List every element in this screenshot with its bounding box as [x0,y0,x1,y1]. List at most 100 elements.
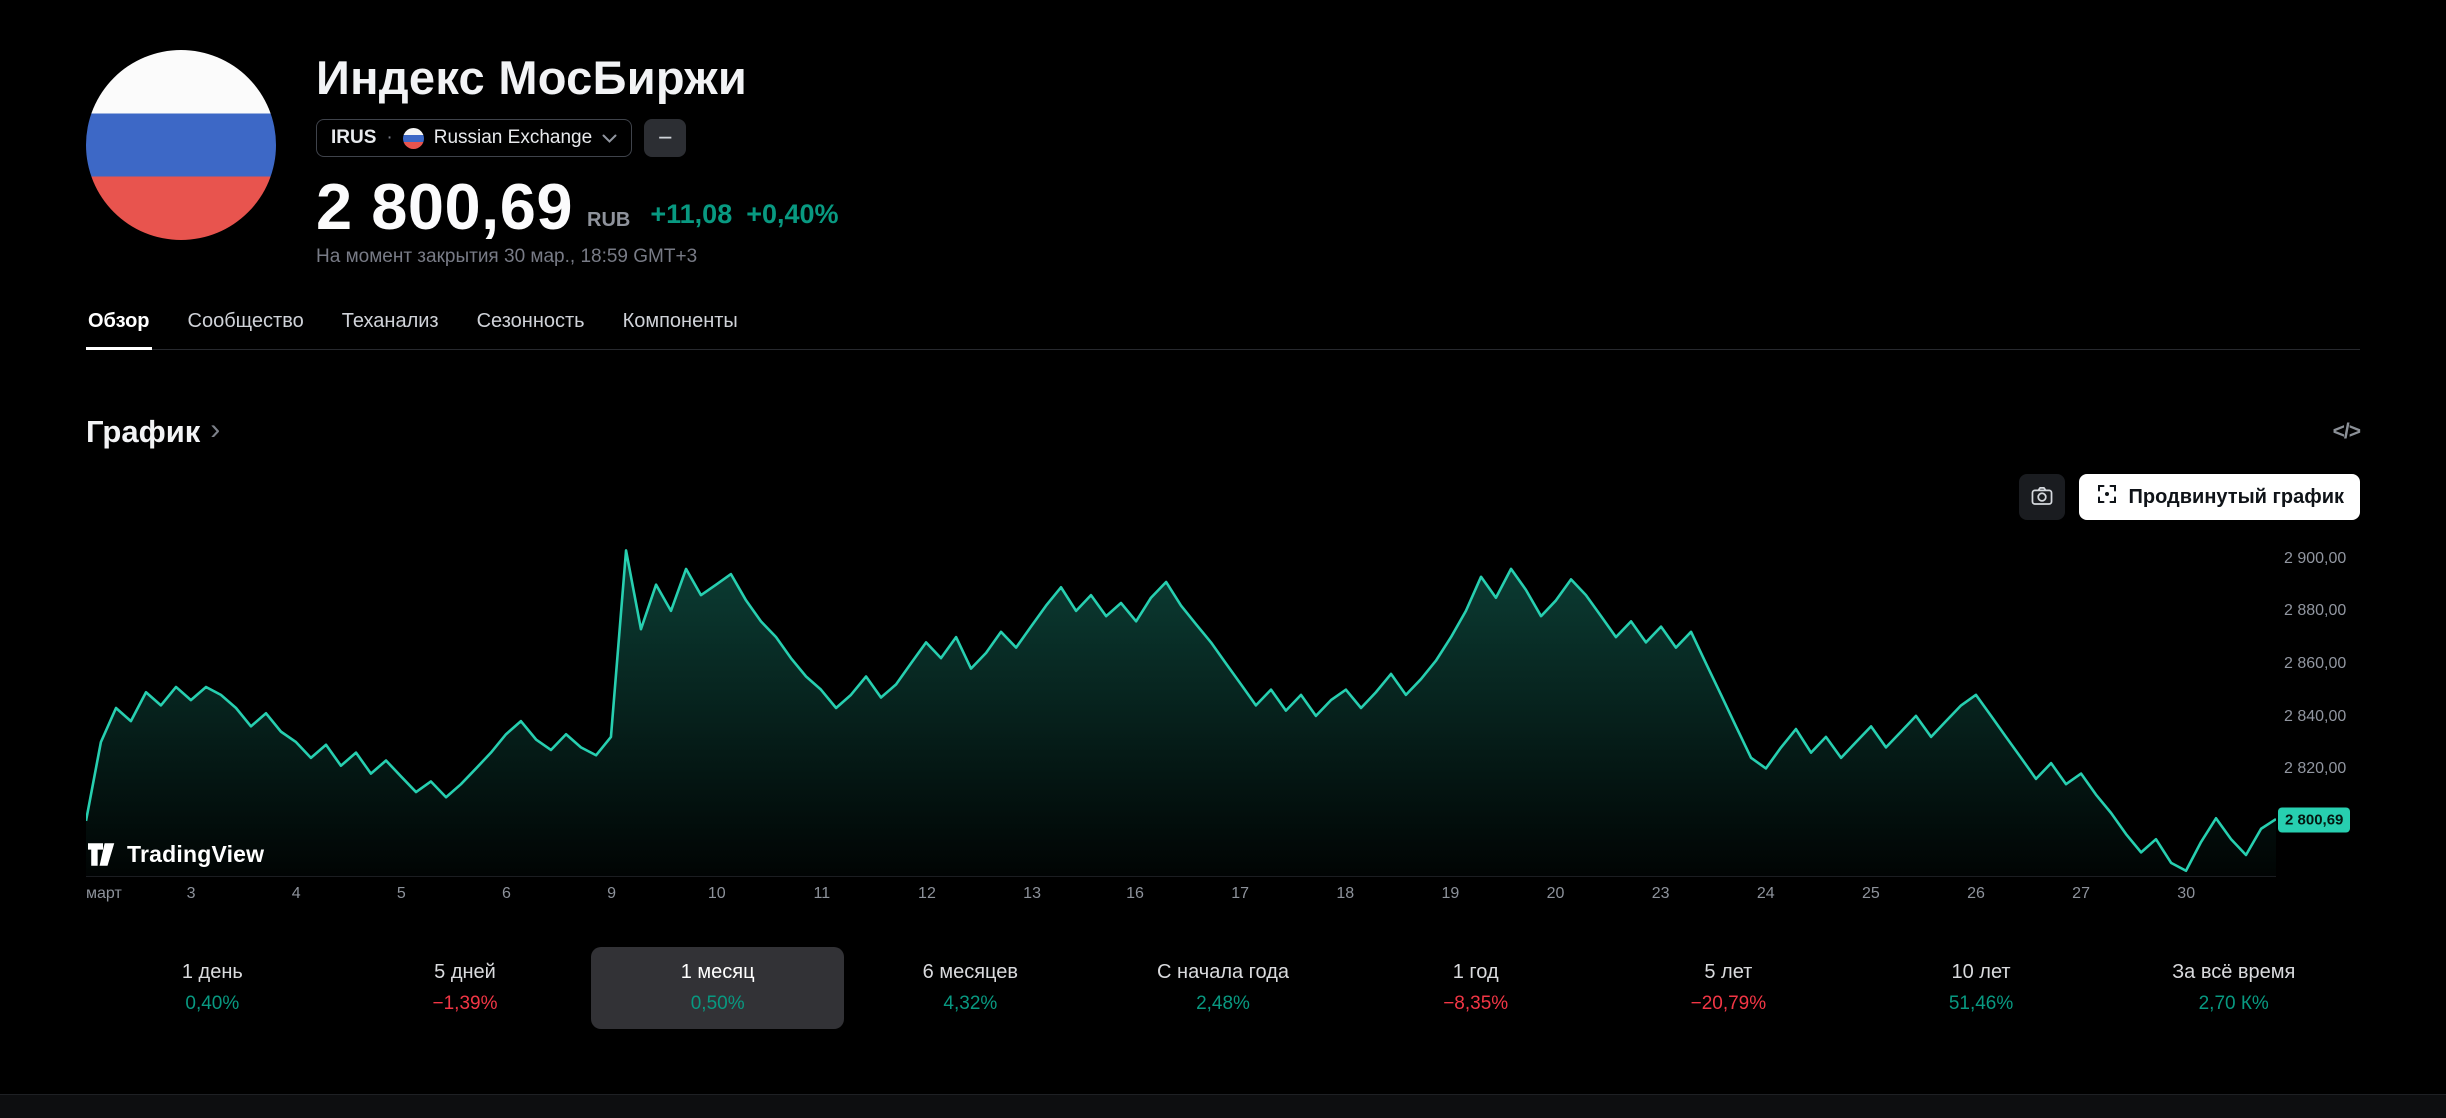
tab-technicals[interactable]: Теханализ [341,310,439,333]
tab-seasonality[interactable]: Сезонность [476,310,585,333]
range-1y[interactable]: 1 год −8,35% [1349,947,1602,1029]
range-label: 1 месяц [680,961,755,984]
x-axis-label: 13 [1023,885,1041,903]
tradingview-logo-icon [88,842,118,867]
x-axis-label: 27 [2072,885,2090,903]
currency-label: RUB [587,209,631,232]
symbol-header: Индекс МосБиржи IRUS · Russian Exchange … [86,0,2360,268]
range-10y[interactable]: 10 лет 51,46% [1855,947,2108,1029]
x-axis-label: 9 [607,885,617,903]
x-axis-label: 25 [1861,885,1880,903]
x-axis-label: 12 [918,885,936,903]
x-axis-label: 16 [1126,885,1144,903]
range-value: 0,50% [690,993,745,1015]
price-row: 2 800,69 RUB +11,08 +0,40% [316,170,839,243]
y-axis-label: 2 880,00 [2284,602,2347,620]
last-price-badge: 2 800,69 [2278,807,2351,833]
range-ytd[interactable]: С начала года 2,48% [1097,947,1350,1029]
x-axis-label: 10 [707,885,726,903]
x-axis-label: 19 [1441,885,1460,903]
tab-community[interactable]: Сообщество [187,310,304,333]
y-axis-label: 2 860,00 [2284,654,2347,672]
x-axis-label: 17 [1231,885,1250,903]
advanced-chart-button[interactable]: Продвинутый график [2078,474,2360,521]
header-info: Индекс МосБиржи IRUS · Russian Exchange … [316,50,839,268]
x-axis-label: 3 [186,885,196,903]
range-label: 10 лет [1951,961,2011,984]
range-selector: 1 день 0,40% 5 дней −1,39% 1 месяц 0,50% 6 мес… [86,947,2360,1030]
screenshot-button[interactable] [2018,474,2065,521]
separator-dot: · [386,127,393,148]
chart-section-head: График › </> [86,413,2361,450]
x-axis-label: 5 [396,885,406,903]
tab-overview[interactable]: Обзор [86,310,152,351]
chart-area: TradingView 2 900,00 2 880,00 2 860,00 2 84… [86,540,2360,878]
range-5d[interactable]: 5 дней −1,39% [339,947,592,1029]
russia-flag-logo [86,50,276,240]
range-label: 5 лет [1704,961,1753,984]
range-label: За всё время [2172,961,2296,984]
x-axis: март 3 4 5 6 9 10 11 12 13 16 17 18 19 20 23 24 25 26 27 30 [86,885,2276,911]
frame-corners-icon [2095,482,2119,512]
y-axis-label: 2 820,00 [2284,760,2347,778]
y-axis: 2 900,00 2 880,00 2 860,00 2 840,00 2 820,00… [2276,540,2360,877]
y-axis-label: 2 840,00 [2284,707,2347,725]
range-label: 6 месяцев [922,961,1019,984]
next-section-edge [0,1094,2446,1118]
tab-components[interactable]: Компоненты [622,310,738,333]
range-value: −8,35% [1443,993,1509,1015]
range-value: 51,46% [1948,993,2014,1015]
chevron-down-icon [602,127,617,149]
range-value: −1,39% [432,993,498,1015]
tradingview-branding[interactable]: TradingView [88,841,264,868]
change-absolute: +11,08 [650,199,733,230]
range-label: С начала года [1157,961,1289,984]
range-value: 2,70 К% [2198,993,2269,1015]
range-label: 1 год [1452,961,1499,984]
russia-flag-icon [402,127,424,149]
range-value: 0,40% [185,993,240,1015]
section-title-text: График [86,414,201,450]
range-value: −20,79% [1690,993,1767,1015]
price-area-chart[interactable] [86,540,2276,877]
range-6m[interactable]: 6 месяцев 4,32% [844,947,1097,1029]
tradingview-logo-text: TradingView [127,841,265,868]
section-title-chart[interactable]: График › [86,413,221,450]
range-1d[interactable]: 1 день 0,40% [86,947,339,1029]
chart-plot: TradingView [86,540,2276,878]
range-all[interactable]: За всё время 2,70 К% [2107,947,2360,1029]
minus-button[interactable]: − [644,119,687,157]
range-5y[interactable]: 5 лет −20,79% [1602,947,1855,1029]
price-change: +11,08 +0,40% [650,199,838,234]
x-axis-label: 4 [291,885,301,903]
change-percent: +0,40% [746,199,839,230]
x-axis-label: 20 [1546,885,1565,903]
x-axis-label: 30 [2177,885,2196,903]
x-axis-label: 6 [502,885,511,903]
embed-code-icon[interactable]: </> [2332,420,2361,444]
exchange-name: Russian Exchange [433,127,593,148]
range-value: 4,32% [943,993,998,1015]
x-axis-label: 23 [1651,885,1670,903]
tab-bar: Обзор Сообщество Теханализ Сезонность Компон… [86,310,2360,351]
market-status: На момент закрытия 30 мар., 18:59 GMT+3 [316,246,698,268]
range-value: 2,48% [1196,993,1250,1015]
range-label: 1 день [181,961,243,984]
range-1m[interactable]: 1 месяц 0,50% [591,947,845,1030]
symbol-code: IRUS [331,127,377,148]
x-axis-label: 24 [1756,885,1775,903]
x-axis-label: 18 [1336,885,1355,903]
last-price: 2 800,69 [316,170,574,243]
range-label: 5 дней [434,961,496,984]
camera-icon [2029,483,2055,512]
advanced-chart-label: Продвинутый график [2128,485,2344,508]
chart-controls: Продвинутый график [86,474,2360,521]
chevron-right-icon: › [210,413,221,447]
x-axis-label: 11 [813,885,831,903]
y-axis-label: 2 900,00 [2284,549,2347,567]
x-axis-label: март [86,885,122,903]
x-axis-label: 26 [1967,885,1985,903]
symbol-row: IRUS · Russian Exchange − [316,119,839,157]
page-title: Индекс МосБиржи [316,51,748,104]
symbol-switcher[interactable]: IRUS · Russian Exchange [316,119,633,157]
